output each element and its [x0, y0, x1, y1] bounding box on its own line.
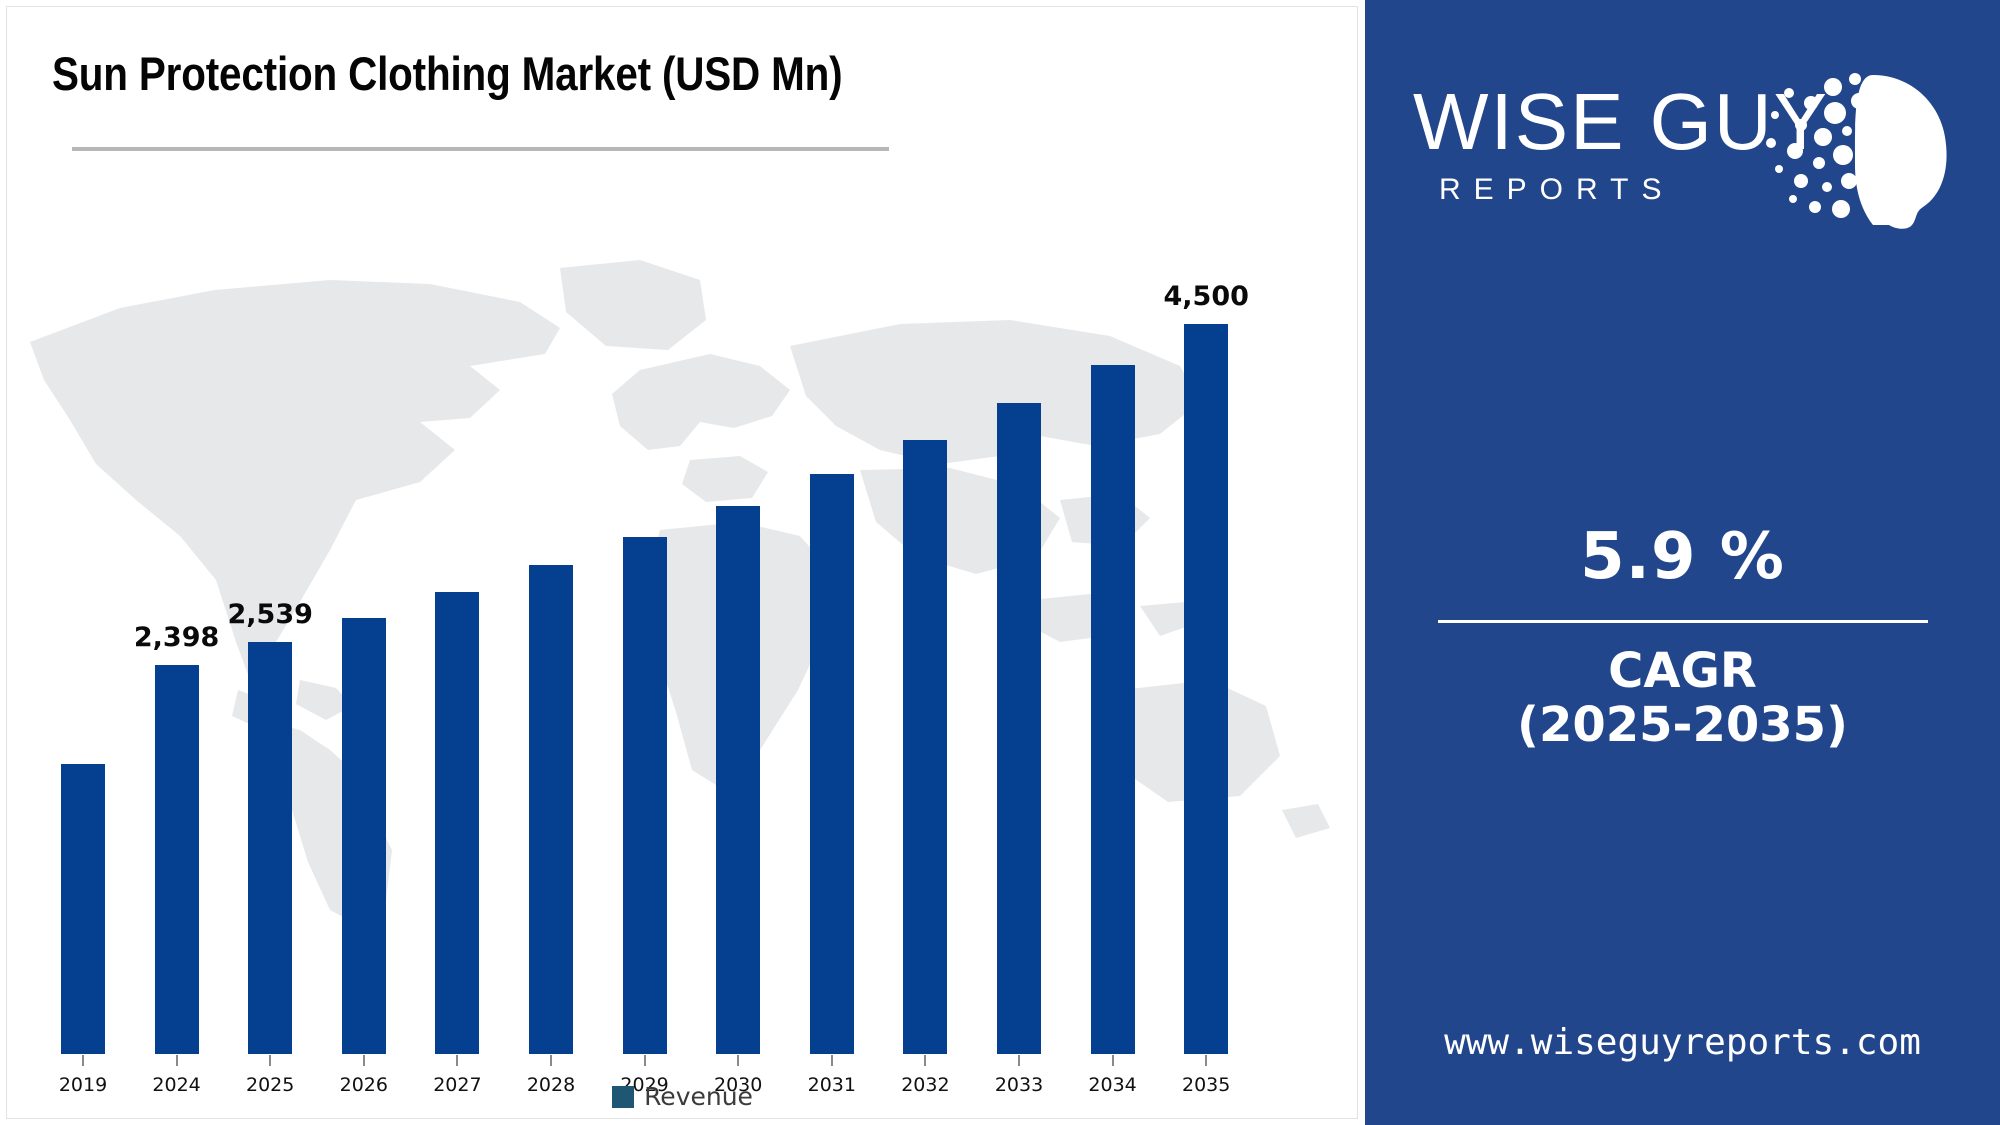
tick-mark-2019	[82, 1055, 84, 1066]
bar-2024[interactable]	[154, 665, 199, 1054]
tick-mark-2024	[175, 1055, 178, 1066]
bar-2033[interactable]	[997, 403, 1041, 1054]
cagr-value: 5.9 %	[1580, 520, 1785, 594]
bar-group: 2033	[995, 293, 1043, 1096]
cagr-block: 5.9 % CAGR (2025-2035)	[1365, 520, 2000, 753]
tick-mark-2027	[456, 1055, 459, 1066]
bar-group: 2,539 2025	[227, 532, 312, 1096]
bar-2025[interactable]	[248, 642, 293, 1054]
bar-group: 2029	[620, 427, 669, 1096]
x-axis-label-2030: 2030	[714, 1074, 763, 1096]
tick-mark-2028	[550, 1055, 552, 1066]
x-axis-label-2025: 2025	[246, 1074, 295, 1096]
cagr-period: (2025-2035)	[1517, 696, 1848, 753]
tick-mark-2035	[1205, 1055, 1208, 1066]
bar-group: 2034	[1088, 255, 1137, 1096]
x-axis-label-2027: 2027	[433, 1074, 482, 1096]
cagr-divider	[1437, 620, 1928, 623]
tick-mark-2030	[737, 1055, 740, 1066]
bar-2019[interactable]	[61, 763, 105, 1054]
bar-group: 2032	[901, 330, 950, 1096]
head-silhouette-icon	[1765, 73, 1947, 229]
chart-panel: Sun Protection Clothing Market (USD Mn)	[0, 6, 1365, 1119]
bar-group: 2030	[714, 396, 762, 1096]
website-url[interactable]: www.wiseguyreports.com	[1444, 1022, 1921, 1063]
bar-2035[interactable]	[1184, 324, 1229, 1054]
x-axis-label-2031: 2031	[807, 1074, 856, 1096]
bar-2026[interactable]	[341, 617, 386, 1054]
bar-group: 2027	[433, 482, 482, 1096]
bar-group: 4,500 2035	[1163, 214, 1248, 1096]
tick-mark-2033	[1018, 1055, 1020, 1066]
tick-mark-2032	[924, 1055, 927, 1066]
title-divider	[72, 147, 889, 151]
tick-mark-2034	[1111, 1055, 1114, 1066]
x-axis-label-2019: 2019	[58, 1074, 108, 1096]
bar-2031[interactable]	[809, 473, 854, 1054]
x-axis-label-2033: 2033	[994, 1074, 1044, 1096]
x-axis-label-2035: 2035	[1182, 1074, 1231, 1096]
bar-group: 2031	[808, 364, 856, 1096]
bar-value-label-2024: 2,398	[133, 622, 220, 653]
bar-group: 2019	[59, 654, 107, 1096]
bar-2028[interactable]	[529, 565, 573, 1054]
bar-2029[interactable]	[622, 536, 667, 1054]
brand-panel: WISE GUY REPORTS	[1365, 0, 2000, 1125]
x-axis-label-2032: 2032	[901, 1074, 950, 1096]
x-axis-label-2026: 2026	[339, 1074, 388, 1096]
logo-wordmark-line2: REPORTS	[1439, 173, 1674, 206]
legend-label-revenue: Revenue	[644, 1082, 753, 1111]
page-title: Sun Protection Clothing Market (USD Mn)	[52, 47, 843, 100]
bar-2030[interactable]	[716, 506, 761, 1054]
bar-group: 2026	[340, 508, 388, 1096]
bar-group: 2028	[527, 455, 575, 1096]
bar-2034[interactable]	[1090, 364, 1135, 1054]
tick-mark-2025	[269, 1055, 272, 1066]
bar-2027[interactable]	[435, 592, 480, 1054]
chart-legend: Revenue	[0, 1082, 1365, 1111]
x-axis-label-2034: 2034	[1088, 1074, 1137, 1096]
bar-group: 2,398 2024	[134, 555, 219, 1096]
x-axis-label-2028: 2028	[526, 1074, 576, 1096]
logo-wordmark-line1: WISE GUY	[1413, 77, 1829, 166]
cagr-label: CAGR	[1608, 643, 1757, 699]
tick-mark-2029	[643, 1055, 646, 1066]
tick-mark-2026	[362, 1055, 365, 1066]
bar-2032[interactable]	[903, 439, 948, 1054]
wiseguyreports-logo: WISE GUY REPORTS	[1365, 62, 2000, 232]
plot-area: 2019 2,398 2024 2,539 2025 2026 2027 2028 2029 20…	[59, 214, 1249, 1096]
x-axis-label-2024: 2024	[152, 1074, 201, 1096]
bar-value-label-2035: 4,500	[1163, 281, 1249, 312]
tick-mark-2031	[830, 1055, 833, 1066]
legend-swatch-revenue	[612, 1085, 635, 1108]
bar-value-label-2025: 2,539	[227, 599, 313, 631]
